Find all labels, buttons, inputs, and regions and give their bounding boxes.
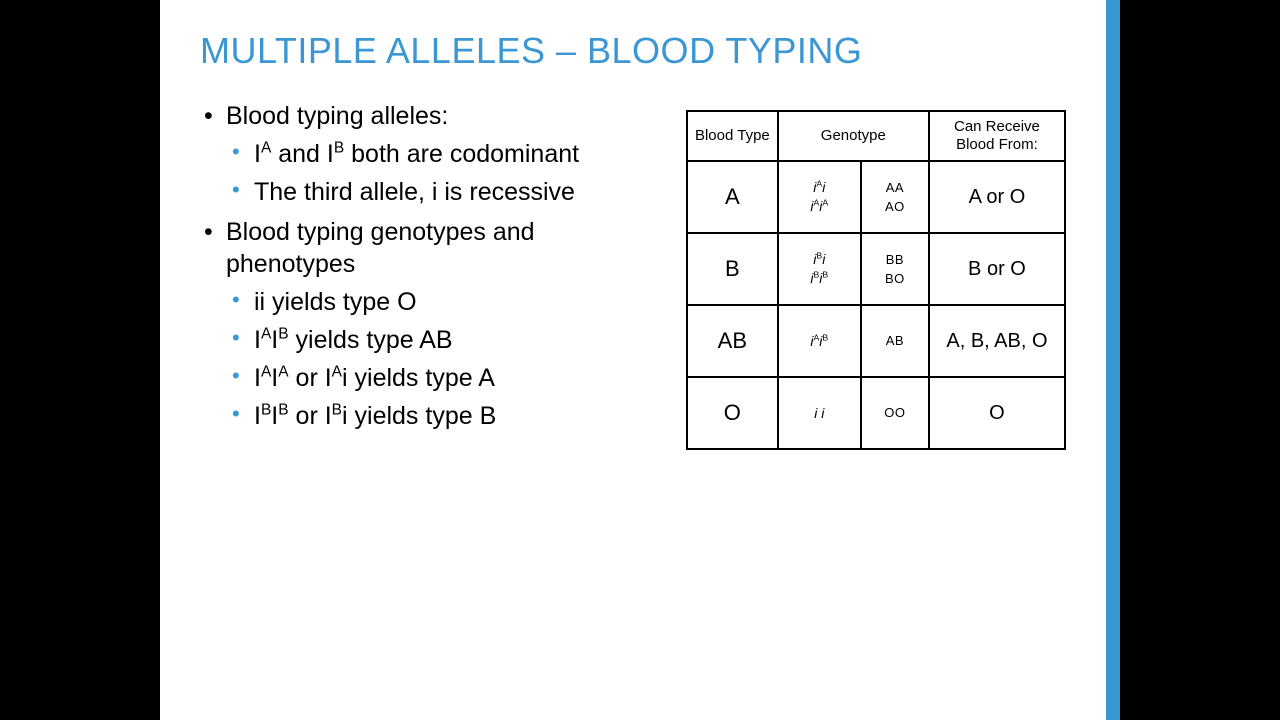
table-row: BiBiiBiBBBBOB or O <box>687 233 1065 305</box>
cell-type: B <box>687 233 778 305</box>
page-title: MULTIPLE ALLELES – BLOOD TYPING <box>200 30 1066 72</box>
bullet-2-text: Blood typing genotypes and phenotypes <box>226 218 535 278</box>
table-container: Blood Type Genotype Can Receive Blood Fr… <box>686 100 1066 450</box>
bullet-2b: IAIB yields type AB <box>226 324 662 356</box>
cell-receive: A or O <box>929 161 1065 233</box>
bullet-list: Blood typing alleles: IA and IB both are… <box>200 100 662 440</box>
cell-genotype-letter: OO <box>861 377 929 449</box>
bullet-1: Blood typing alleles: IA and IB both are… <box>200 100 662 208</box>
cell-genotype-allelic: iBiiBiB <box>778 233 861 305</box>
cell-receive: O <box>929 377 1065 449</box>
bullet-1a: IA and IB both are codominant <box>226 138 662 170</box>
bullet-2a: ii yields type O <box>226 286 662 318</box>
th-receive: Can Receive Blood From: <box>929 111 1065 161</box>
blood-type-table: Blood Type Genotype Can Receive Blood Fr… <box>686 110 1066 450</box>
table-row: Oi iOOO <box>687 377 1065 449</box>
table-header-row: Blood Type Genotype Can Receive Blood Fr… <box>687 111 1065 161</box>
table-body: AiAiiAiAAAAOA or OBiBiiBiBBBBOB or OABiA… <box>687 161 1065 449</box>
cell-type: AB <box>687 305 778 377</box>
th-bloodtype: Blood Type <box>687 111 778 161</box>
bullet-2c: IAIA or IAi yields type A <box>226 362 662 394</box>
bullet-2d: IBIB or IBi yields type B <box>226 400 662 432</box>
cell-genotype-allelic: iAiB <box>778 305 861 377</box>
cell-genotype-letter: BBBO <box>861 233 929 305</box>
bullet-1b: The third allele, i is recessive <box>226 176 662 208</box>
cell-receive: B or O <box>929 233 1065 305</box>
table-row: AiAiiAiAAAAOA or O <box>687 161 1065 233</box>
cell-genotype-letter: AAAO <box>861 161 929 233</box>
table-row: ABiAiBABA, B, AB, O <box>687 305 1065 377</box>
columns: Blood typing alleles: IA and IB both are… <box>200 100 1066 450</box>
cell-genotype-allelic: i i <box>778 377 861 449</box>
slide-content: MULTIPLE ALLELES – BLOOD TYPING Blood ty… <box>160 0 1106 720</box>
cell-type: O <box>687 377 778 449</box>
cell-genotype-allelic: iAiiAiA <box>778 161 861 233</box>
cell-type: A <box>687 161 778 233</box>
accent-bar <box>1106 0 1120 720</box>
bullet-1-text: Blood typing alleles: <box>226 102 448 130</box>
cell-genotype-letter: AB <box>861 305 929 377</box>
bullet-2: Blood typing genotypes and phenotypes ii… <box>200 216 662 432</box>
slide: MULTIPLE ALLELES – BLOOD TYPING Blood ty… <box>160 0 1120 720</box>
cell-receive: A, B, AB, O <box>929 305 1065 377</box>
th-genotype: Genotype <box>778 111 929 161</box>
